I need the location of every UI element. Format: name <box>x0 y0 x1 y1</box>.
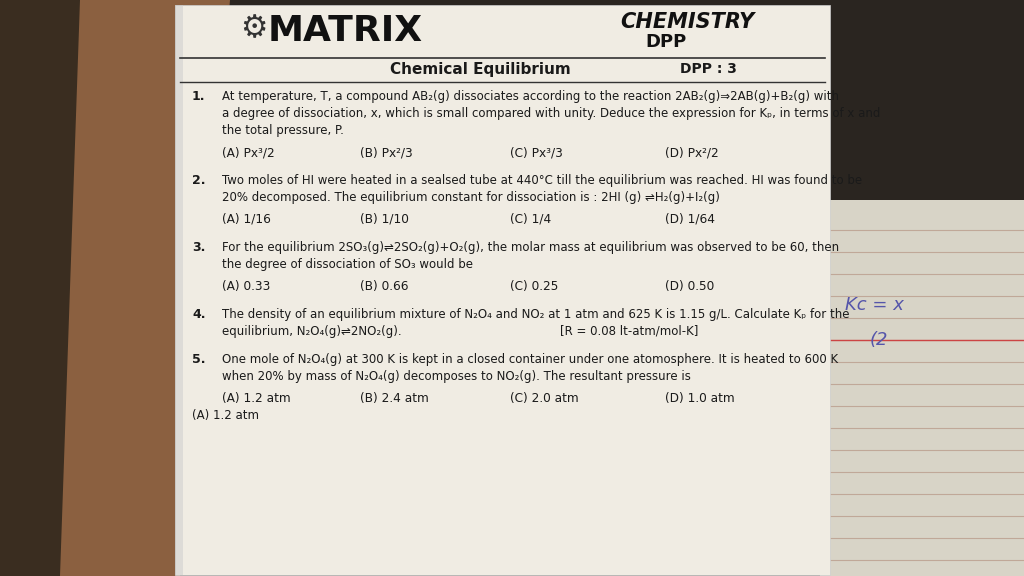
Text: 20% decomposed. The equilibrium constant for dissociation is : 2HI (g) ⇌H₂(g)+I₂: 20% decomposed. The equilibrium constant… <box>222 191 720 204</box>
Text: the degree of dissociation of SO₃ would be: the degree of dissociation of SO₃ would … <box>222 258 473 271</box>
Text: DPP : 3: DPP : 3 <box>680 62 737 76</box>
Text: For the equilibrium 2SO₃(g)⇌2SO₂(g)+O₂(g), the molar mass at equilibrium was obs: For the equilibrium 2SO₃(g)⇌2SO₂(g)+O₂(g… <box>222 241 839 254</box>
Text: (B) Px²/3: (B) Px²/3 <box>360 146 413 159</box>
Polygon shape <box>0 0 230 576</box>
Text: (A) 0.33: (A) 0.33 <box>222 280 270 293</box>
Text: One mole of N₂O₄(g) at 300 K is kept in a closed container under one atomosphere: One mole of N₂O₄(g) at 300 K is kept in … <box>222 353 838 366</box>
Text: (A) Px³/2: (A) Px³/2 <box>222 146 274 159</box>
Text: Chemical Equilibrium: Chemical Equilibrium <box>390 62 570 77</box>
Text: (C) 1/4: (C) 1/4 <box>510 213 551 226</box>
Text: a degree of dissociation, x, which is small compared with unity. Deduce the expr: a degree of dissociation, x, which is sm… <box>222 107 881 120</box>
Text: (D) Px²/2: (D) Px²/2 <box>665 146 719 159</box>
Text: DPP: DPP <box>645 33 686 51</box>
Text: (A) 1.2 atm: (A) 1.2 atm <box>193 409 259 422</box>
Polygon shape <box>0 0 80 576</box>
Text: The density of an equilibrium mixture of N₂O₄ and NO₂ at 1 atm and 625 K is 1.15: The density of an equilibrium mixture of… <box>222 308 850 321</box>
Text: (C) 2.0 atm: (C) 2.0 atm <box>510 392 579 405</box>
Text: 2.: 2. <box>193 174 206 187</box>
Text: Kc = x: Kc = x <box>845 296 904 314</box>
Text: (D) 1.0 atm: (D) 1.0 atm <box>665 392 734 405</box>
Text: MATRIX: MATRIX <box>268 14 423 48</box>
Polygon shape <box>175 5 183 575</box>
Text: (D) 0.50: (D) 0.50 <box>665 280 715 293</box>
Text: (2: (2 <box>870 331 889 349</box>
Text: 1.: 1. <box>193 90 206 103</box>
Bar <box>820 200 1024 576</box>
Text: equilibrium, N₂O₄(g)⇌2NO₂(g).: equilibrium, N₂O₄(g)⇌2NO₂(g). <box>222 325 401 338</box>
Text: (A) 1.2 atm: (A) 1.2 atm <box>222 392 291 405</box>
Text: (B) 0.66: (B) 0.66 <box>360 280 409 293</box>
Text: (C) 0.25: (C) 0.25 <box>510 280 558 293</box>
Bar <box>175 5 830 575</box>
Text: (A) 1/16: (A) 1/16 <box>222 213 271 226</box>
Text: (D) 1/64: (D) 1/64 <box>665 213 715 226</box>
Text: when 20% by mass of N₂O₄(g) decomposes to NO₂(g). The resultant pressure is: when 20% by mass of N₂O₄(g) decomposes t… <box>222 370 691 383</box>
Text: (C) Px³/3: (C) Px³/3 <box>510 146 563 159</box>
Text: CHEMISTRY: CHEMISTRY <box>620 12 755 32</box>
Text: 3.: 3. <box>193 241 206 254</box>
Text: ⚙: ⚙ <box>240 14 267 43</box>
Text: Two moles of HI were heated in a sealsed tube at 440°C till the equilibrium was : Two moles of HI were heated in a sealsed… <box>222 174 862 187</box>
Text: 4.: 4. <box>193 308 206 321</box>
Text: (B) 2.4 atm: (B) 2.4 atm <box>360 392 429 405</box>
Text: 5.: 5. <box>193 353 206 366</box>
Text: the total pressure, P.: the total pressure, P. <box>222 124 344 137</box>
Text: At temperature, T, a compound AB₂(g) dissociates according to the reaction 2AB₂(: At temperature, T, a compound AB₂(g) dis… <box>222 90 839 103</box>
Text: [R = 0.08 lt-atm/mol-K]: [R = 0.08 lt-atm/mol-K] <box>560 325 698 338</box>
Text: (B) 1/10: (B) 1/10 <box>360 213 409 226</box>
